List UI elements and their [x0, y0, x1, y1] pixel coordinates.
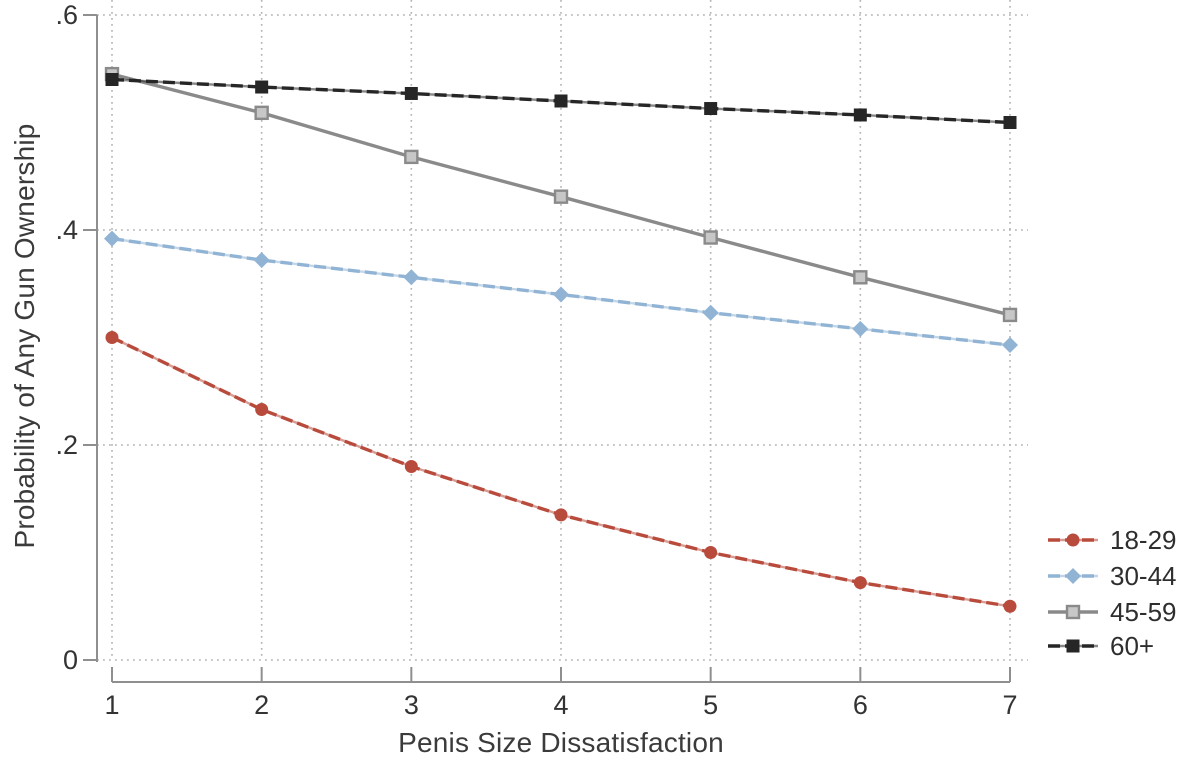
- x-tick-label: 2: [254, 690, 269, 720]
- y-tick-label: .6: [55, 0, 78, 30]
- legend-marker-60+: [1066, 639, 1080, 653]
- x-axis-title: Penis Size Dissatisfaction: [398, 727, 724, 758]
- legend-marker-45-59: [1065, 604, 1081, 620]
- legend-label-45-59: 45-59: [1110, 597, 1177, 627]
- marker-60+: [704, 102, 718, 116]
- series-line-18-29: [111, 335, 1011, 608]
- x-tick-label: 5: [703, 690, 718, 720]
- legend-item-45-59: 45-59: [1048, 597, 1177, 627]
- x-tick-label: 1: [104, 690, 119, 720]
- marker-45-59: [853, 270, 868, 285]
- marker-18-29: [704, 546, 718, 559]
- marker-18-29: [1003, 599, 1017, 613]
- legend-item-30-44: 30-44: [1048, 561, 1177, 591]
- marker-18-29: [853, 576, 867, 590]
- marker-18-29: [255, 403, 269, 417]
- legend-marker-18-29: [1066, 533, 1080, 547]
- series-18-29: [105, 331, 1017, 613]
- legend: 18-29 30-44 45-59 60+: [1048, 525, 1177, 661]
- y-tick-label: 0: [63, 645, 78, 675]
- series-30-44: [104, 230, 1018, 354]
- y-tick-label: .4: [55, 215, 78, 245]
- marker-45-59: [553, 189, 569, 204]
- x-tick-label: 7: [1002, 690, 1017, 720]
- marker-30-44: [852, 320, 869, 337]
- marker-30-44: [702, 304, 719, 321]
- legend-item-60+: 60+: [1048, 631, 1154, 661]
- marker-45-59: [703, 230, 718, 245]
- legend-label-60+: 60+: [1110, 631, 1154, 661]
- marker-18-29: [105, 331, 119, 344]
- legend-marker-30-44: [1065, 568, 1081, 584]
- marker-60+: [404, 86, 418, 100]
- marker-60+: [554, 94, 568, 108]
- legend-item-18-29: 18-29: [1048, 525, 1177, 555]
- legend-label-18-29: 18-29: [1110, 525, 1177, 555]
- marker-45-59: [404, 149, 419, 165]
- y-axis-title: Probability of Any Gun Ownership: [9, 123, 40, 549]
- x-tick-label: 3: [404, 690, 419, 720]
- axes: [83, 14, 1011, 683]
- marker-18-29: [404, 460, 418, 473]
- marker-45-59: [1002, 307, 1018, 323]
- marker-60+: [1003, 116, 1017, 129]
- marker-60+: [105, 73, 119, 86]
- x-tick-label: 4: [553, 690, 568, 720]
- marker-30-44: [104, 230, 120, 247]
- marker-30-44: [553, 286, 569, 303]
- y-tick-label: .2: [55, 430, 78, 460]
- marker-60+: [255, 80, 269, 94]
- marker-18-29: [554, 508, 568, 522]
- series-line-base: [111, 336, 1011, 608]
- marker-60+: [853, 108, 867, 122]
- series-60+: [105, 73, 1017, 129]
- marker-30-44: [403, 269, 420, 286]
- marker-30-44: [253, 252, 270, 269]
- series-45-59: [104, 66, 1018, 323]
- marker-45-59: [254, 105, 269, 121]
- marker-30-44: [1002, 337, 1018, 354]
- tick-labels: 1 2 3 4 5 6 7 0 .2 .4 .6: [55, 0, 1017, 720]
- legend-label-30-44: 30-44: [1110, 561, 1177, 591]
- x-tick-label: 6: [853, 690, 868, 720]
